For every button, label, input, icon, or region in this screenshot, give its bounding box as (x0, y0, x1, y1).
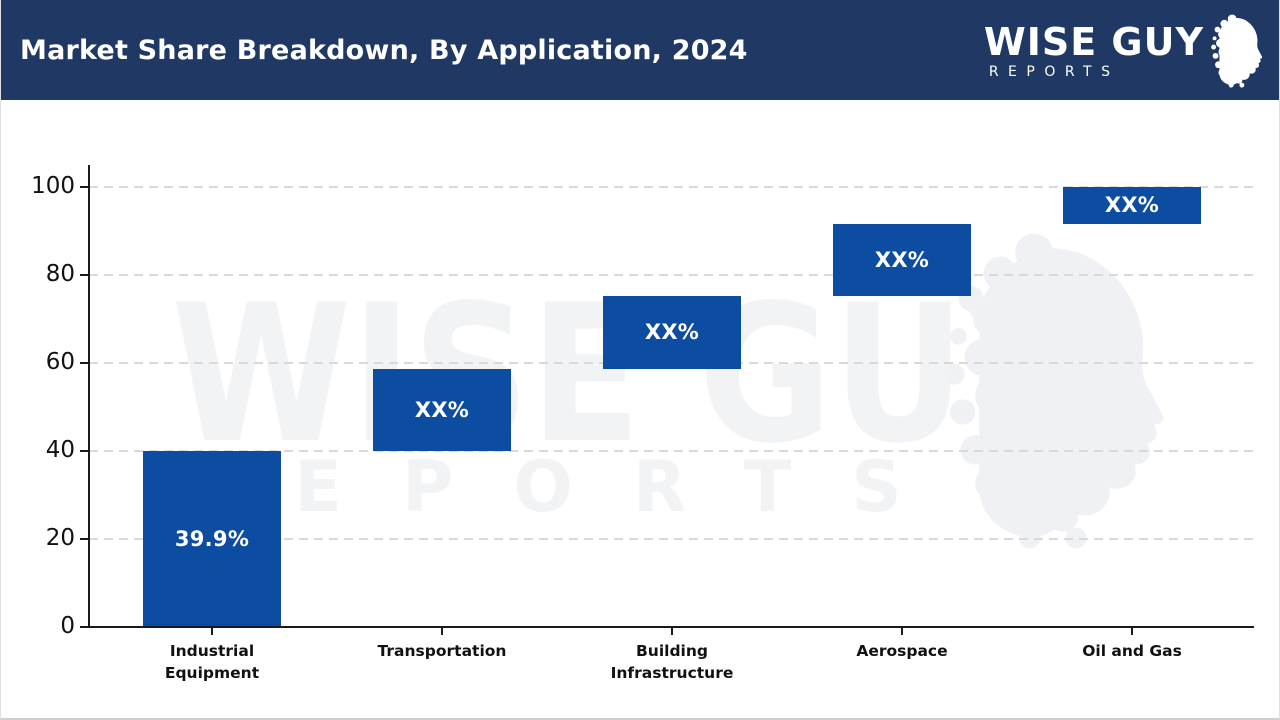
y-tick-label: 100 (31, 173, 75, 199)
y-tick-mark (80, 625, 89, 628)
gridline (89, 537, 1254, 540)
logo-name-text: WISE GUY (983, 19, 1204, 64)
bar-value-label: XX% (1104, 193, 1160, 218)
gridline (89, 273, 1254, 276)
y-tick-mark (80, 361, 89, 364)
x-tick-mark (1131, 627, 1133, 635)
bar-value-label: XX% (874, 247, 930, 272)
bar-value-label: 39.9% (174, 526, 250, 551)
y-tick-label: 80 (45, 260, 75, 287)
header-bar: Market Share Breakdown, By Application, … (1, 0, 1279, 100)
y-tick-label: 0 (60, 612, 75, 639)
logo-head-icon (1211, 14, 1263, 88)
y-tick-label: 40 (45, 436, 75, 463)
x-category-label: Industrial Equipment (164, 642, 260, 682)
bar-1: XX% (373, 368, 511, 451)
x-tick-mark (441, 627, 443, 635)
x-axis-line (87, 626, 1254, 628)
wiseguy-logo: WISE GUY REPORTS (984, 10, 1268, 92)
y-tick-mark (80, 186, 89, 188)
bar-value-label: XX% (414, 397, 470, 422)
y-tick-mark (80, 273, 89, 276)
bar-0: 39.9% (143, 451, 281, 627)
bar-2: XX% (603, 295, 741, 369)
x-category-label: Transportation (377, 642, 507, 660)
x-category-label: Building Infrastructure (610, 642, 734, 682)
y-tick-label: 60 (45, 348, 75, 375)
logo-subtitle-text: REPORTS (988, 63, 1120, 80)
y-axis-line (88, 165, 90, 628)
bar-4: XX% (1063, 187, 1201, 224)
x-tick-mark (671, 627, 673, 635)
bar-3: XX% (833, 223, 971, 296)
bar-value-label: XX% (644, 320, 700, 345)
x-tick-mark (901, 627, 903, 635)
chart-area: WISE GUY REPORTS 0 20 40 60 80 100 39.9% XX% XX… (1, 100, 1279, 718)
gridline (89, 449, 1254, 452)
x-category-label: Aerospace (856, 642, 948, 660)
y-tick-mark (80, 449, 89, 452)
logo-wordmark: WISE GUY REPORTS (984, 23, 1204, 80)
x-tick-mark (211, 627, 213, 635)
watermark-line1: WISE GUY (171, 264, 1084, 485)
y-tick-mark (80, 537, 89, 540)
chart-title: Market Share Breakdown, By Application, … (20, 34, 748, 66)
y-tick-label: 20 (45, 524, 75, 551)
gridline (89, 186, 1254, 188)
x-category-label: Oil and Gas (1082, 642, 1182, 660)
